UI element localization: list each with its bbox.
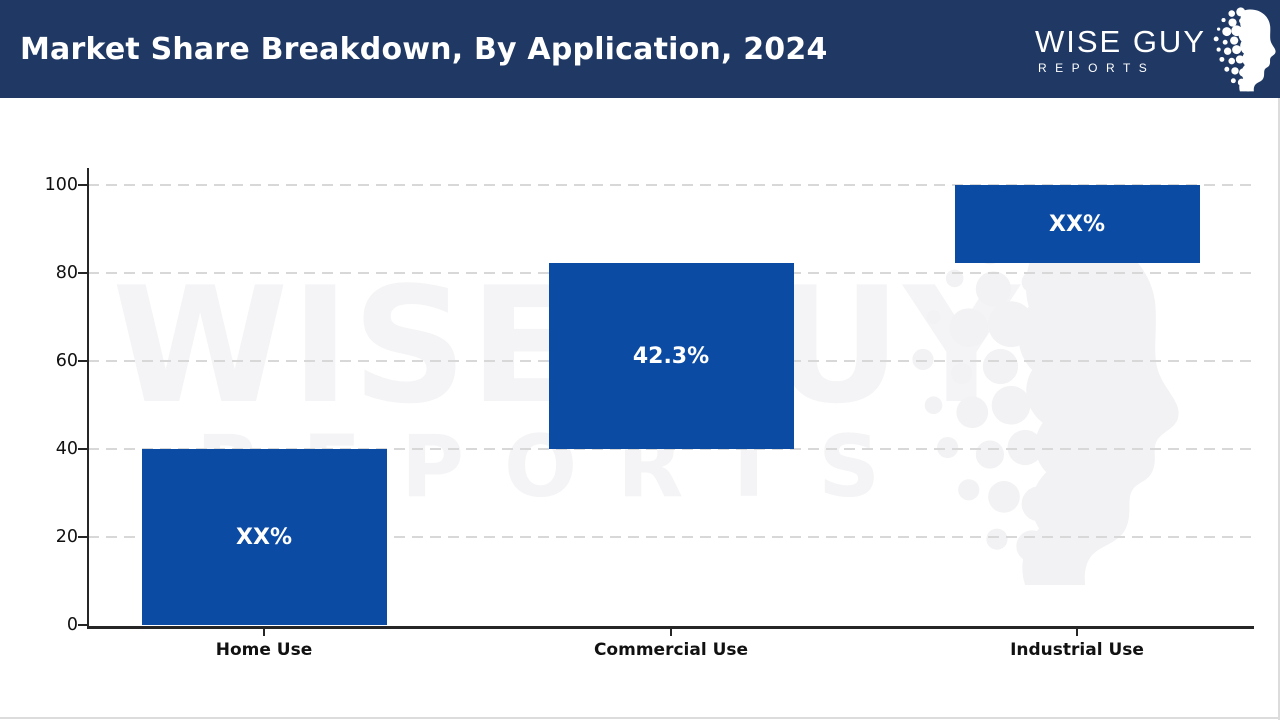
x-axis-tick-mark	[263, 628, 265, 636]
y-axis-tick-mark	[78, 448, 88, 450]
y-axis-line	[87, 168, 89, 628]
y-axis-tick-mark	[78, 624, 88, 626]
x-axis-tick-mark	[1076, 628, 1078, 636]
logo-reports-text: REPORTS	[1037, 60, 1156, 75]
y-axis-tick-mark	[78, 360, 88, 362]
x-axis-category-label: Commercial Use	[593, 640, 749, 660]
y-axis-tick-label: 60	[55, 351, 78, 371]
bar-home-use: XX%	[141, 449, 387, 625]
bar-value-label: XX%	[236, 524, 292, 550]
y-axis-tick-label: 80	[55, 263, 78, 283]
bar-commercial-use: 42.3%	[548, 263, 794, 450]
x-axis-line	[87, 626, 1254, 629]
y-axis-tick-mark	[78, 184, 88, 186]
x-axis-tick-mark	[670, 628, 672, 636]
y-gridline	[88, 536, 1254, 538]
header-bar: Market Share Breakdown, By Application, …	[0, 0, 1280, 98]
right-border	[1278, 98, 1280, 720]
y-axis-tick-mark	[78, 536, 88, 538]
y-axis-tick-label: 20	[55, 527, 78, 547]
y-axis-tick-label: 0	[66, 615, 78, 635]
x-axis-category-label: Home Use	[215, 640, 313, 660]
wiseguy-logo-head-icon	[1194, 7, 1276, 93]
y-gridline	[88, 184, 1254, 186]
wiseguy-logo-text: WISE GUY REPORTS	[1035, 26, 1206, 75]
y-axis-tick-mark	[78, 272, 88, 274]
chart-title: Market Share Breakdown, By Application, …	[20, 31, 828, 67]
y-axis-tick-label: 100	[44, 175, 78, 195]
bar-value-label: 42.3%	[632, 343, 710, 369]
x-axis-category-label: Industrial Use	[1010, 640, 1144, 660]
bottom-border	[0, 717, 1280, 719]
bar-value-label: XX%	[1049, 211, 1105, 237]
bar-industrial-use: XX%	[954, 185, 1200, 264]
wiseguy-logo: WISE GUY REPORTS	[1035, 4, 1276, 96]
logo-wordmark: WISE GUY	[1034, 23, 1206, 59]
y-axis-tick-label: 40	[55, 439, 78, 459]
